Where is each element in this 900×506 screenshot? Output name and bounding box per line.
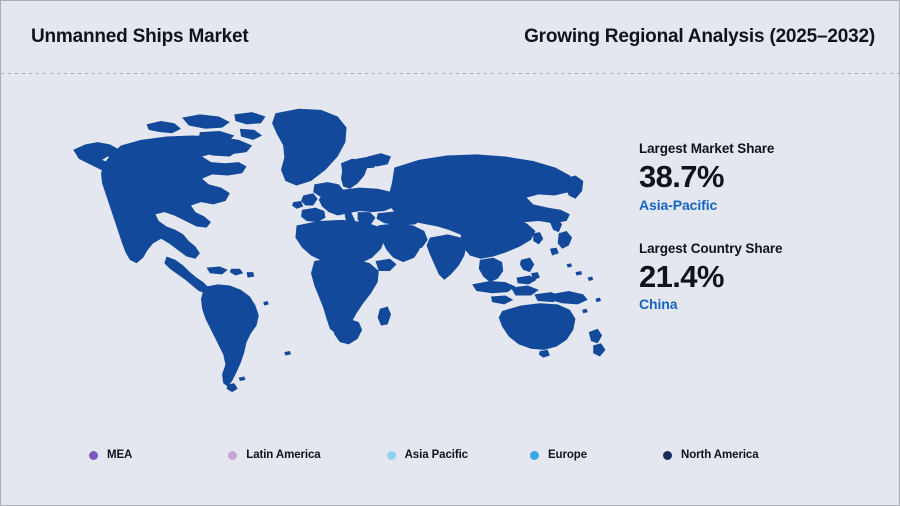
- header-subtitle: Growing Regional Analysis (2025–2032): [524, 26, 875, 47]
- legend-dot-icon: [662, 450, 672, 460]
- legend-label: MEA: [107, 449, 133, 461]
- legend-label: North America: [680, 449, 759, 461]
- world-map: [63, 101, 619, 401]
- legend-item-europe: Europe: [529, 449, 587, 461]
- stat-label: Largest Country Share: [639, 240, 783, 256]
- legend-label: Europe: [547, 449, 587, 461]
- legend-item-asia-pacific: Asia Pacific: [386, 449, 468, 461]
- stat-region: China: [639, 296, 678, 313]
- map-landmass-icon: [73, 108, 606, 393]
- legend-dot-icon: [386, 450, 396, 460]
- header: Unmanned Ships Market Growing Regional A…: [1, 1, 899, 73]
- stats-panel: Largest Market Share 38.7% Asia-Pacific …: [639, 141, 879, 312]
- legend: MEA Latin America Asia Pacific Europe No…: [89, 449, 809, 461]
- stat-largest-country-share: Largest Country Share 21.4% China: [639, 241, 879, 313]
- stat-label: Largest Market Share: [639, 141, 775, 156]
- legend-dot-icon: [529, 450, 539, 460]
- legend-item-latin-america: Latin America: [228, 449, 321, 461]
- page-title: Unmanned Ships Market: [31, 26, 249, 47]
- legend-dot-icon: [228, 450, 238, 460]
- header-divider: [1, 73, 899, 74]
- legend-label: Latin America: [246, 449, 321, 461]
- legend-item-mea: MEA: [89, 449, 132, 461]
- stat-value: 21.4%: [639, 258, 725, 294]
- stat-value: 38.7%: [639, 159, 725, 194]
- stat-region: Asia-Pacific: [639, 196, 718, 213]
- legend-dot-icon: [89, 450, 98, 460]
- legend-item-north-america: North America: [662, 449, 759, 461]
- stat-largest-market-share: Largest Market Share 38.7% Asia-Pacific: [639, 141, 879, 213]
- legend-label: Asia Pacific: [404, 449, 468, 461]
